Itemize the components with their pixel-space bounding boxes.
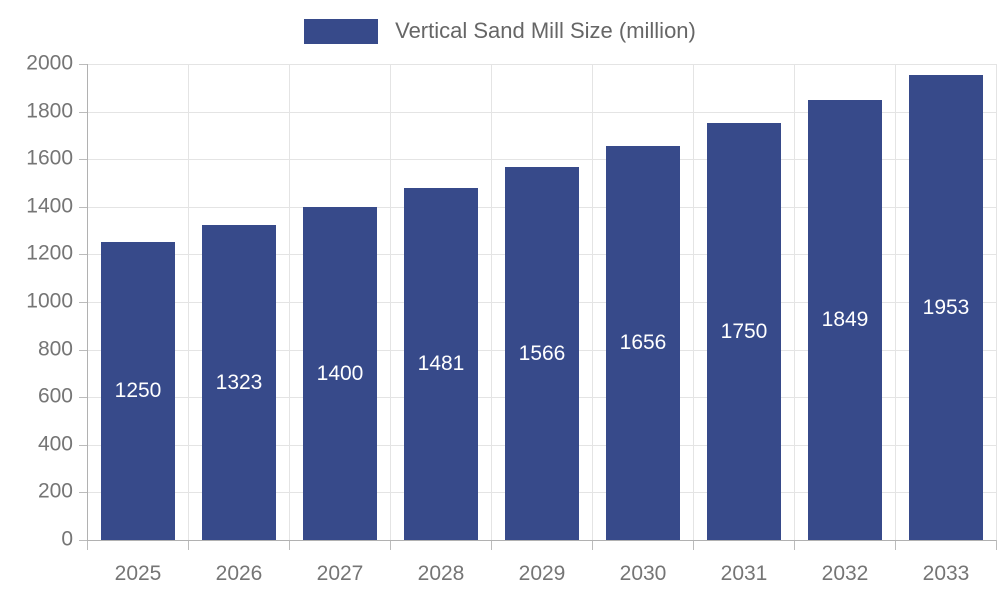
x-axis-tick-label: 2026 [215, 562, 263, 585]
y-axis-tick [79, 254, 87, 255]
bar-2031[interactable] [707, 123, 781, 540]
y-gridline [87, 159, 996, 160]
y-axis-tick [79, 445, 87, 446]
bar-2033[interactable] [909, 75, 983, 540]
y-axis-tick [79, 159, 87, 160]
y-axis-tick-label: 200 [37, 479, 73, 503]
x-axis-tick-label: 2027 [316, 562, 364, 585]
x-axis-tick [794, 540, 795, 550]
x-gridline [390, 64, 391, 540]
bar-value-label: 1481 [417, 352, 465, 375]
x-gridline [491, 64, 492, 540]
x-gridline [693, 64, 694, 540]
y-axis-tick [79, 64, 87, 65]
x-axis-tick [188, 540, 189, 550]
bar-2026[interactable] [202, 225, 276, 540]
bar-value-label: 1849 [821, 308, 869, 331]
x-axis-tick [87, 540, 88, 550]
y-axis-tick-label: 400 [37, 432, 73, 456]
x-gridline [592, 64, 593, 540]
y-axis-tick [79, 207, 87, 208]
bar-2027[interactable] [303, 207, 377, 540]
bar-value-label: 1400 [316, 362, 364, 385]
y-axis-tick-label: 1800 [26, 99, 73, 123]
y-axis-tick [79, 540, 87, 541]
x-axis-tick [592, 540, 593, 550]
y-axis-tick-label: 1600 [26, 146, 73, 170]
x-axis-tick [390, 540, 391, 550]
x-axis-tick-label: 2031 [720, 562, 768, 585]
bar-2029[interactable] [505, 167, 579, 540]
x-axis-tick [996, 540, 997, 550]
x-axis-tick-label: 2032 [821, 562, 869, 585]
bar-value-label: 1323 [215, 371, 263, 394]
x-axis-tick [289, 540, 290, 550]
y-axis-tick-label: 1200 [26, 241, 73, 265]
y-gridline [87, 112, 996, 113]
x-gridline [794, 64, 795, 540]
x-axis-tick-label: 2028 [417, 562, 465, 585]
y-axis-tick-label: 0 [61, 527, 73, 551]
bar-value-label: 1750 [720, 320, 768, 343]
bar-value-label: 1656 [619, 331, 667, 354]
x-axis-tick-label: 2025 [114, 562, 162, 585]
y-axis-tick [79, 112, 87, 113]
y-axis-tick [79, 302, 87, 303]
y-gridline [87, 64, 996, 65]
y-axis-tick [79, 492, 87, 493]
bar-2028[interactable] [404, 188, 478, 540]
x-axis-tick [693, 540, 694, 550]
x-gridline [895, 64, 896, 540]
x-gridline [996, 64, 997, 540]
y-axis-tick-label: 800 [37, 337, 73, 361]
bar-2032[interactable] [808, 100, 882, 540]
bar-2030[interactable] [606, 146, 680, 540]
x-axis-tick-label: 2030 [619, 562, 667, 585]
bar-2025[interactable] [101, 242, 175, 540]
y-axis-tick-label: 1000 [26, 289, 73, 313]
x-axis-tick-label: 2033 [922, 562, 970, 585]
y-axis-line [87, 64, 88, 540]
bar-value-label: 1566 [518, 342, 566, 365]
y-axis-tick-label: 2000 [26, 51, 73, 75]
bar-value-label: 1250 [114, 379, 162, 402]
y-axis-tick-label: 1400 [26, 194, 73, 218]
x-gridline [188, 64, 189, 540]
x-gridline [289, 64, 290, 540]
x-axis-line [87, 540, 996, 541]
x-axis-tick [895, 540, 896, 550]
legend-label: Vertical Sand Mill Size (million) [395, 18, 696, 43]
y-axis-tick [79, 397, 87, 398]
y-axis-tick-label: 600 [37, 384, 73, 408]
bar-value-label: 1953 [922, 296, 970, 319]
legend-swatch-icon [304, 18, 379, 44]
x-axis-tick-label: 2029 [518, 562, 566, 585]
y-axis-tick [79, 350, 87, 351]
x-axis-tick [491, 540, 492, 550]
legend-item[interactable]: Vertical Sand Mill Size (million) [0, 18, 1000, 44]
